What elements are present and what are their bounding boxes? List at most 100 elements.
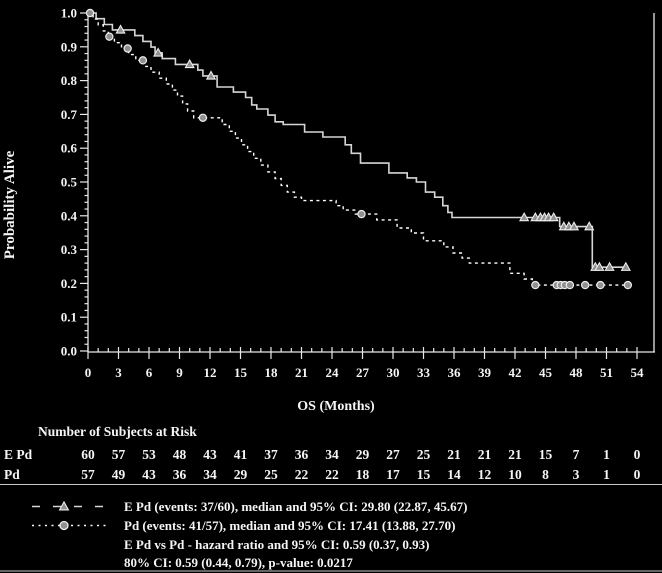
censor-mark-triangle	[594, 261, 605, 271]
risk-count: 34	[203, 467, 217, 482]
risk-count: 7	[573, 447, 580, 462]
risk-table: Number of Subjects at Risk E Pd Pd 60 57 5…	[4, 424, 641, 482]
censor-mark-triangle	[519, 211, 530, 222]
x-tick-label: 15	[234, 365, 248, 380]
y-tick-label: 1.0	[61, 6, 77, 21]
y-tick-label: 0.1	[61, 310, 77, 325]
censor-mark-triangle	[153, 47, 164, 57]
y-tick-label: 0.8	[61, 73, 78, 88]
x-tick-label: 42	[509, 365, 522, 380]
risk-count: 29	[356, 447, 370, 462]
risk-count: 14	[447, 467, 461, 482]
x-tick-label: 18	[265, 365, 279, 380]
x-tick-label: 48	[570, 365, 584, 380]
risk-count: 25	[264, 467, 278, 482]
y-tick-label: 0.5	[61, 175, 78, 190]
censor-mark-triangle	[184, 58, 195, 69]
risk-count: 36	[295, 447, 309, 462]
x-tick-label: 27	[356, 365, 370, 380]
censor-mark-circle	[85, 8, 95, 18]
y-tick-label: 0.7	[61, 107, 78, 122]
x-tick-label: 0	[85, 365, 92, 380]
censor-mark-circle	[580, 280, 590, 290]
y-tick-label: 0.4	[61, 208, 78, 223]
risk-count: 57	[81, 467, 95, 482]
censor-mark-triangle	[604, 261, 615, 271]
x-tick-label: 45	[539, 365, 553, 380]
risk-count: 49	[112, 467, 126, 482]
risk-count: 17	[386, 467, 400, 482]
risk-count: 15	[417, 467, 431, 482]
censor-mark-triangle	[548, 211, 559, 222]
risk-count: 53	[142, 447, 156, 462]
y-tick-label: 0.0	[61, 344, 77, 359]
risk-count: 27	[386, 447, 400, 462]
risk-row-label-epd: E Pd	[4, 447, 33, 462]
censor-mark-circle	[596, 280, 605, 290]
axis-lines	[87, 13, 655, 353]
censor-mark-circle	[123, 44, 132, 53]
legend-item-pd: Pd (events: 41/57), median and 95% CI: 1…	[124, 518, 456, 533]
axes: 0 3 6 9 12 15 18 21 24 27 30 33 36 39 42 45 48 51 540.00.1…	[61, 6, 655, 380]
y-axis-label: Probability Alive	[2, 150, 18, 259]
censor-mark-circle	[357, 209, 366, 219]
risk-count: 37	[264, 447, 278, 462]
risk-count: 34	[325, 447, 339, 462]
risk-count: 12	[478, 467, 492, 482]
risk-count: 8	[542, 467, 549, 482]
survival-curves	[85, 8, 633, 290]
censor-mark-triangle	[568, 221, 580, 231]
censor-mark-circle	[138, 56, 148, 65]
risk-table-title: Number of Subjects at Risk	[38, 424, 197, 439]
y-tick-label: 0.3	[61, 242, 78, 257]
x-tick-label: 30	[387, 365, 400, 380]
risk-count: 21	[447, 447, 461, 462]
risk-count: 41	[234, 447, 248, 462]
risk-counts: 60 57 53 48 43 41 37 36 34 29 27 25 21 21 21 15 7 1 057 49 4…	[81, 447, 640, 482]
risk-count: 10	[508, 467, 522, 482]
x-tick-label: 3	[115, 365, 122, 380]
risk-count: 57	[112, 447, 126, 462]
x-tick-label: 12	[204, 365, 217, 380]
x-tick-label: 9	[176, 365, 183, 380]
legend-triangle-icon	[58, 500, 70, 511]
legend-swatches	[32, 500, 110, 531]
x-tick-label: 39	[478, 365, 492, 380]
legend: E Pd (events: 37/60), median and 95% CI:…	[32, 499, 467, 570]
censor-mark-circle	[623, 280, 633, 290]
censor-mark-circle	[531, 280, 540, 290]
x-tick-label: 6	[146, 365, 153, 380]
risk-count: 36	[173, 467, 187, 482]
censor-mark-circle	[105, 32, 114, 41]
risk-count: 0	[634, 467, 641, 482]
x-tick-label: 33	[417, 365, 431, 380]
survival-curve-pd	[88, 12, 629, 286]
risk-count: 3	[573, 467, 580, 482]
y-tick-label: 0.6	[61, 141, 78, 156]
censor-mark-circle	[198, 113, 208, 122]
x-tick-label: 54	[631, 365, 645, 380]
y-tick-label: 0.2	[61, 276, 77, 291]
censor-mark-triangle	[205, 70, 217, 80]
x-tick-label: 21	[295, 365, 308, 380]
legend-hazard-ratio: E Pd vs Pd - hazard ratio and 95% CI: 0.…	[124, 537, 430, 552]
risk-count: 21	[478, 447, 492, 462]
x-tick-label: 24	[326, 365, 340, 380]
x-tick-label: 36	[448, 365, 462, 380]
risk-count: 25	[417, 447, 431, 462]
risk-count: 21	[508, 447, 522, 462]
risk-count: 22	[325, 467, 339, 482]
risk-row-label-pd: Pd	[4, 467, 20, 482]
risk-count: 48	[173, 447, 187, 462]
risk-count: 1	[603, 467, 610, 482]
risk-count: 15	[539, 447, 553, 462]
risk-count: 0	[634, 447, 641, 462]
censor-mark-circle	[565, 280, 575, 290]
censor-mark-triangle	[584, 221, 595, 231]
censor-mark-triangle	[620, 261, 631, 271]
risk-count: 60	[81, 447, 95, 462]
legend-pvalue: 80% CI: 0.59 (0.44, 0.79), p-value: 0.02…	[124, 555, 353, 570]
survival-curve-e-pd	[88, 12, 627, 268]
risk-count: 1	[603, 447, 610, 462]
